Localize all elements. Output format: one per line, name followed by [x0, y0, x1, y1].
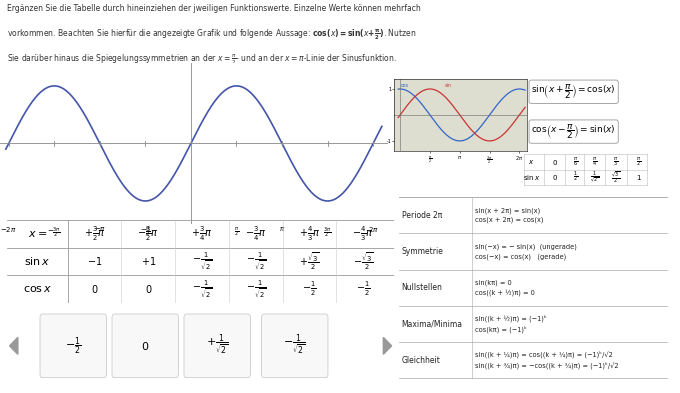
cos — [436, 126, 444, 130]
Text: $\cos\!\left(x - \dfrac{\pi}{2}\right) = \sin(x)$: $\cos\!\left(x - \dfrac{\pi}{2}\right) =… — [531, 122, 616, 141]
sin — [474, 134, 482, 139]
FancyBboxPatch shape — [262, 314, 328, 378]
Text: $x$: $x$ — [528, 158, 534, 166]
Text: $\frac{1}{\sqrt{2}}$: $\frac{1}{\sqrt{2}}$ — [590, 170, 600, 185]
Text: $\frac{\pi}{2}$: $\frac{\pi}{2}$ — [636, 156, 641, 169]
FancyBboxPatch shape — [112, 314, 178, 378]
cos — [394, 87, 403, 92]
sin — [409, 96, 418, 101]
Text: $-\frac{3}{2}\pi$: $-\frac{3}{2}\pi$ — [137, 225, 159, 243]
Text: $-\frac{4}{3}\pi$: $-\frac{4}{3}\pi$ — [352, 225, 374, 243]
Text: $+\frac{3}{4}\pi$: $+\frac{3}{4}\pi$ — [191, 225, 213, 243]
Text: $0$: $0$ — [552, 173, 558, 182]
Text: sin: sin — [445, 83, 452, 88]
Text: $-\frac{1}{\sqrt{2}}$: $-\frac{1}{\sqrt{2}}$ — [192, 250, 212, 272]
Text: sin(kπ) = 0
cos((k + ½)π) = 0: sin(kπ) = 0 cos((k + ½)π) = 0 — [475, 279, 534, 296]
sin — [426, 86, 434, 91]
Text: $-\frac{1}{2}$: $-\frac{1}{2}$ — [65, 335, 82, 356]
Text: $\sin\!\left(x + \dfrac{\pi}{2}\right) = \cos(x)$: $\sin\!\left(x + \dfrac{\pi}{2}\right) =… — [531, 82, 616, 101]
Text: $-\frac{1}{2}$: $-\frac{1}{2}$ — [356, 280, 371, 298]
Text: $x =$: $x =$ — [28, 229, 47, 239]
cos — [475, 127, 483, 131]
Text: $-\frac{1}{2}$: $-\frac{1}{2}$ — [302, 280, 317, 298]
Text: $\cos x$: $\cos x$ — [22, 284, 52, 294]
FancyBboxPatch shape — [184, 314, 250, 378]
Text: $0$: $0$ — [552, 158, 558, 167]
Text: vorkommen. Beachten Sie hierfür die angezeigte Grafik und folgende Aussage: $\ma: vorkommen. Beachten Sie hierfür die ange… — [7, 28, 416, 42]
Text: sin((k + ½)π) = (−1)ᵏ
cos(kπ) = (−1)ᵏ: sin((k + ½)π) = (−1)ᵏ cos(kπ) = (−1)ᵏ — [475, 314, 547, 333]
sin — [521, 105, 529, 110]
sin — [487, 138, 495, 143]
cos — [410, 93, 418, 98]
Text: $\frac{\pi}{4}$: $\frac{\pi}{4}$ — [592, 156, 597, 169]
Polygon shape — [384, 337, 392, 354]
Text: Symmetrie: Symmetrie — [401, 247, 443, 256]
sin — [394, 115, 403, 120]
sin — [436, 90, 444, 95]
cos — [445, 134, 453, 139]
Text: Periode 2π: Periode 2π — [401, 211, 442, 220]
Text: Sie darüber hinaus die Spiegelungssymmetrien an der $x = \frac{\pi}{2}$- und an : Sie darüber hinaus die Spiegelungssymmet… — [7, 52, 396, 67]
Text: sin((k + ¼)π) = cos((k + ¼)π) = (−1)ᵏ/√2
sin((k + ¾)π) = −cos((k + ¾)π) = (−1)ᵏ/: sin((k + ¼)π) = cos((k + ¼)π) = (−1)ᵏ/√2… — [475, 351, 619, 369]
Text: Gleichheit: Gleichheit — [401, 356, 441, 365]
cos — [487, 110, 495, 115]
Text: $0$: $0$ — [91, 283, 99, 295]
Text: $\frac{\pi}{6}$: $\frac{\pi}{6}$ — [573, 156, 577, 169]
Text: $-\frac{1}{\sqrt{2}}$: $-\frac{1}{\sqrt{2}}$ — [245, 250, 266, 272]
Text: $0$: $0$ — [141, 340, 150, 352]
sin — [445, 98, 453, 103]
Text: $-\frac{1}{\sqrt{2}}$: $-\frac{1}{\sqrt{2}}$ — [192, 278, 212, 300]
Text: $0$: $0$ — [145, 283, 152, 295]
cos — [456, 139, 464, 143]
Text: $\frac{1}{2}$: $\frac{1}{2}$ — [573, 170, 577, 184]
Text: $+\frac{1}{\sqrt{2}}$: $+\frac{1}{\sqrt{2}}$ — [206, 333, 228, 358]
Text: $-\frac{1}{\sqrt{2}}$: $-\frac{1}{\sqrt{2}}$ — [284, 333, 306, 358]
Text: $+1$: $+1$ — [141, 255, 156, 267]
Text: $+\frac{3}{2}\pi$: $+\frac{3}{2}\pi$ — [84, 225, 105, 243]
Text: $-\frac{\sqrt{3}}{2}$: $-\frac{\sqrt{3}}{2}$ — [353, 251, 373, 272]
Text: $-1$: $-1$ — [87, 255, 102, 267]
Line: sin: sin — [398, 89, 525, 141]
Text: $+\frac{\sqrt{3}}{2}$: $+\frac{\sqrt{3}}{2}$ — [299, 251, 320, 272]
Polygon shape — [10, 337, 18, 354]
Text: Ergänzen Sie die Tabelle durch hineinziehen der jweiligen Funktionswerte. Einzel: Ergänzen Sie die Tabelle durch hineinzie… — [7, 4, 420, 13]
FancyBboxPatch shape — [40, 314, 107, 378]
Text: cos: cos — [401, 83, 409, 88]
cos — [521, 88, 529, 92]
Text: $\sin x$: $\sin x$ — [523, 173, 540, 182]
Text: Nullstellen: Nullstellen — [401, 283, 443, 292]
Text: $\sin x$: $\sin x$ — [24, 255, 50, 267]
Text: $+\frac{4}{3}\pi$: $+\frac{4}{3}\pi$ — [299, 225, 320, 243]
Text: Maxima/Minima: Maxima/Minima — [401, 320, 462, 329]
Text: $-\frac{1}{\sqrt{2}}$: $-\frac{1}{\sqrt{2}}$ — [245, 278, 266, 300]
Text: $\frac{\sqrt{3}}{2}$: $\frac{\sqrt{3}}{2}$ — [611, 170, 621, 185]
Text: sin(−x) = − sin(x)  (ungerade)
cos(−x) = cos(x)   (gerade): sin(−x) = − sin(x) (ungerade) cos(−x) = … — [475, 244, 577, 259]
cos — [396, 86, 404, 91]
Text: sin(x + 2π) = sin(x)
cos(x + 2π) = cos(x): sin(x + 2π) = sin(x) cos(x + 2π) = cos(x… — [475, 208, 543, 223]
Line: cos: cos — [398, 89, 525, 141]
Text: $\frac{\pi}{3}$: $\frac{\pi}{3}$ — [613, 156, 619, 169]
Text: $1$: $1$ — [636, 173, 641, 182]
sin — [486, 139, 494, 143]
Text: $-\frac{3}{4}\pi$: $-\frac{3}{4}\pi$ — [245, 225, 267, 243]
sin — [486, 139, 494, 143]
cos — [486, 112, 494, 116]
